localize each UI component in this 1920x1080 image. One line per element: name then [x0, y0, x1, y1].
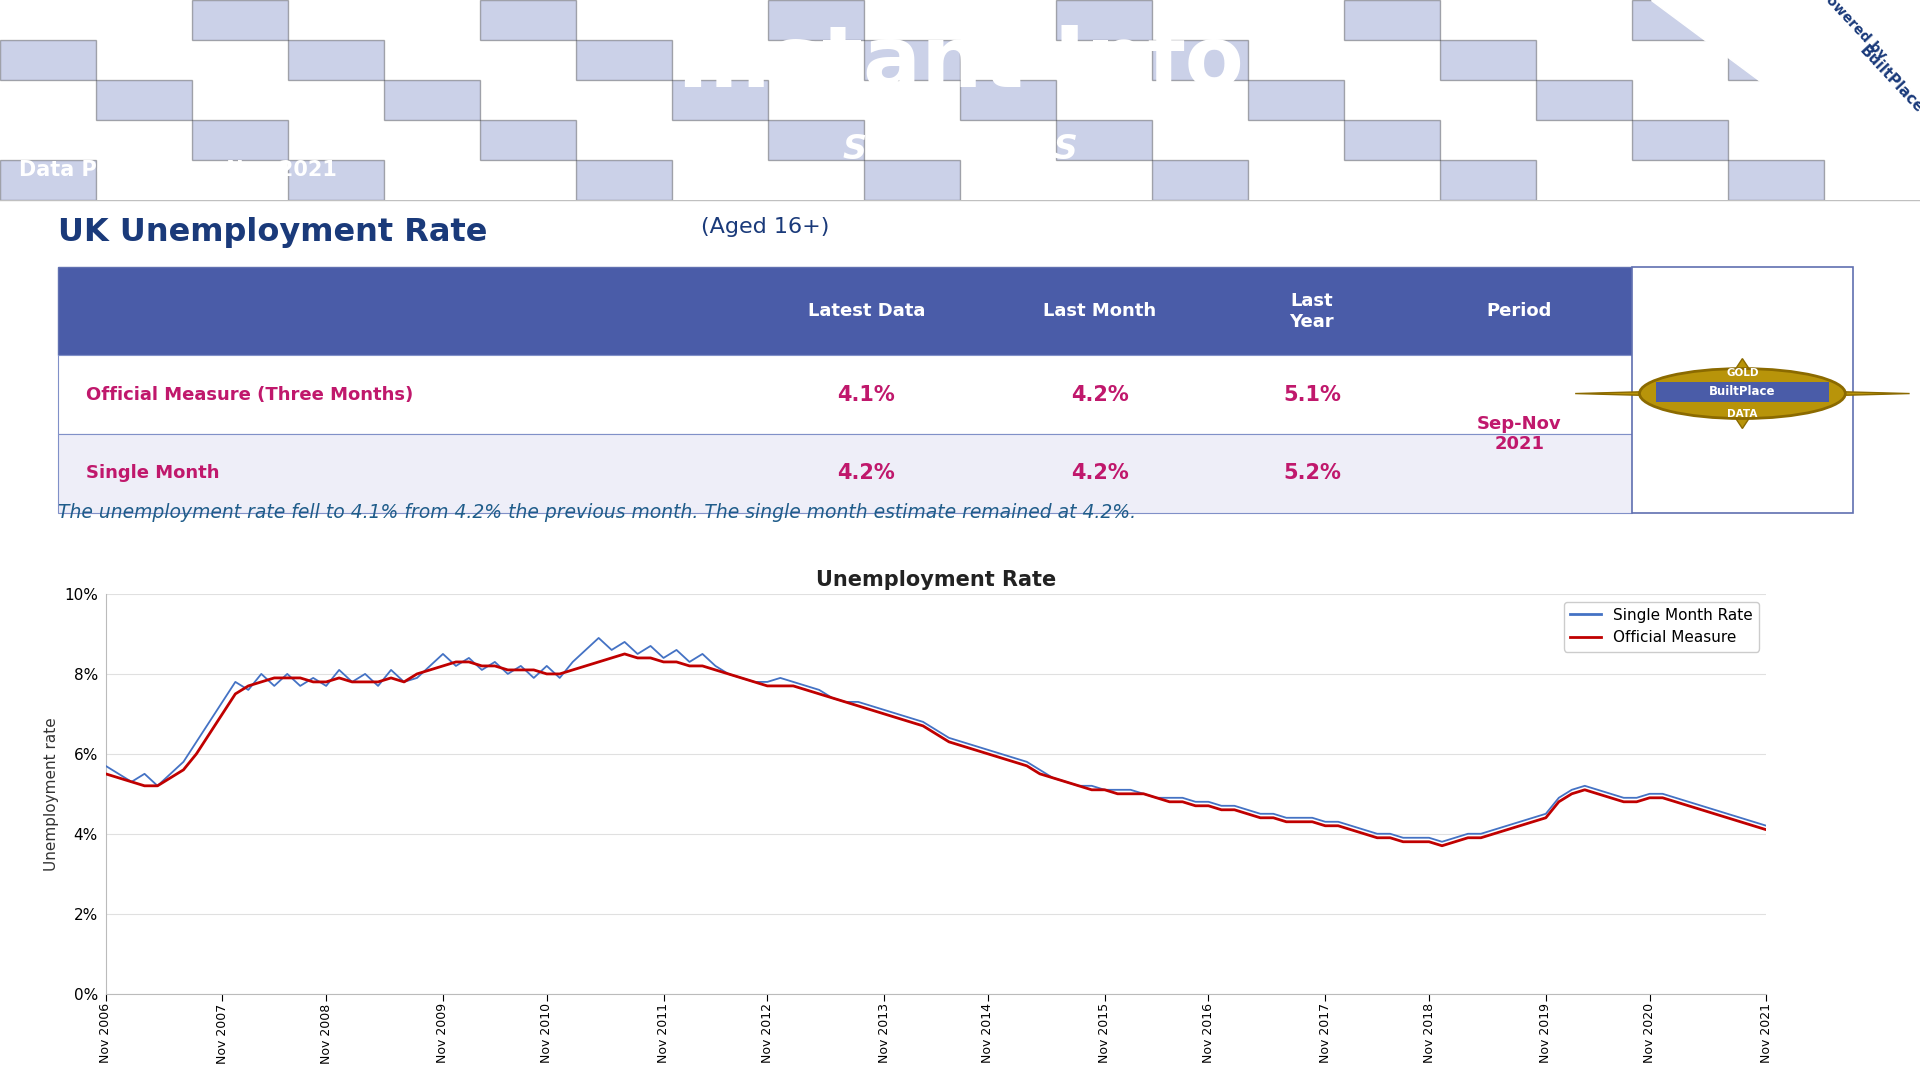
- Single Month Rate: [1430, 835, 1453, 848]
- FancyBboxPatch shape: [864, 160, 960, 200]
- FancyBboxPatch shape: [1728, 40, 1824, 80]
- Text: Period: Period: [1486, 302, 1551, 320]
- FancyBboxPatch shape: [1440, 40, 1536, 80]
- Single Month Rate: [1417, 832, 1440, 845]
- Legend: Single Month Rate, Official Measure: Single Month Rate, Official Measure: [1565, 602, 1759, 651]
- FancyBboxPatch shape: [480, 0, 576, 40]
- FancyBboxPatch shape: [1440, 160, 1536, 200]
- Text: GOLD: GOLD: [1726, 368, 1759, 378]
- FancyBboxPatch shape: [288, 160, 384, 200]
- FancyBboxPatch shape: [1728, 160, 1824, 200]
- Text: Powered by: Powered by: [1816, 0, 1889, 63]
- Single Month Rate: [977, 743, 1000, 756]
- FancyBboxPatch shape: [0, 40, 96, 80]
- FancyBboxPatch shape: [1152, 160, 1248, 200]
- Official Measure: [612, 647, 636, 660]
- Text: Single Month: Single Month: [86, 464, 221, 483]
- Text: DATA: DATA: [1728, 409, 1757, 419]
- Text: UK Unemployment Rate: UK Unemployment Rate: [58, 217, 488, 247]
- Text: BuiltPlace: BuiltPlace: [1709, 384, 1776, 397]
- Official Measure: [977, 747, 1000, 760]
- Text: The unemployment rate fell to 4.1% from 4.2% the previous month. The single mont: The unemployment rate fell to 4.1% from …: [58, 503, 1137, 523]
- Text: Last
Year: Last Year: [1290, 292, 1334, 330]
- FancyBboxPatch shape: [768, 0, 864, 40]
- FancyBboxPatch shape: [288, 40, 384, 80]
- FancyBboxPatch shape: [1344, 0, 1440, 40]
- Official Measure: [549, 667, 572, 680]
- Single Month Rate: [173, 755, 196, 768]
- FancyBboxPatch shape: [864, 40, 960, 80]
- Polygon shape: [1741, 389, 1910, 399]
- FancyBboxPatch shape: [192, 120, 288, 160]
- FancyBboxPatch shape: [1632, 0, 1728, 40]
- Text: Last Month: Last Month: [1043, 302, 1156, 320]
- Official Measure: [1092, 783, 1116, 796]
- FancyBboxPatch shape: [768, 120, 864, 160]
- Ellipse shape: [1640, 368, 1845, 419]
- Polygon shape: [1720, 359, 1766, 393]
- Text: 4.1%: 4.1%: [837, 384, 895, 405]
- FancyBboxPatch shape: [96, 80, 192, 120]
- Single Month Rate: [1092, 783, 1116, 796]
- Single Month Rate: [549, 672, 572, 685]
- FancyBboxPatch shape: [1536, 80, 1632, 120]
- Title: Unemployment Rate: Unemployment Rate: [816, 569, 1056, 590]
- Text: Instant Info: Instant Info: [676, 23, 1244, 106]
- Y-axis label: Unemployment rate: Unemployment rate: [44, 717, 58, 870]
- Single Month Rate: [94, 759, 117, 772]
- FancyBboxPatch shape: [1655, 382, 1828, 402]
- Text: 4.2%: 4.2%: [1071, 384, 1129, 405]
- FancyBboxPatch shape: [58, 434, 1632, 513]
- Official Measure: [173, 764, 196, 777]
- Single Month Rate: [588, 632, 611, 645]
- FancyBboxPatch shape: [1152, 40, 1248, 80]
- Official Measure: [94, 767, 117, 780]
- Text: 18ᵗʰ January 2022: 18ᵗʰ January 2022: [19, 14, 180, 32]
- FancyBboxPatch shape: [192, 0, 288, 40]
- FancyBboxPatch shape: [1056, 0, 1152, 40]
- FancyBboxPatch shape: [1632, 267, 1853, 513]
- FancyBboxPatch shape: [1344, 120, 1440, 160]
- Text: Data Period: Sep-Nov 2021: Data Period: Sep-Nov 2021: [19, 160, 338, 179]
- Official Measure: [1430, 839, 1453, 852]
- Official Measure: [1572, 783, 1596, 796]
- FancyBboxPatch shape: [1248, 80, 1344, 120]
- FancyBboxPatch shape: [58, 267, 1632, 355]
- Official Measure: [1417, 835, 1440, 848]
- FancyBboxPatch shape: [0, 160, 96, 200]
- FancyBboxPatch shape: [1056, 120, 1152, 160]
- Text: (Aged 16+): (Aged 16+): [701, 217, 829, 237]
- FancyBboxPatch shape: [576, 40, 672, 80]
- FancyBboxPatch shape: [480, 120, 576, 160]
- FancyBboxPatch shape: [576, 160, 672, 200]
- Text: 4.2%: 4.2%: [837, 463, 895, 484]
- Official Measure: [1755, 823, 1778, 836]
- Polygon shape: [1651, 0, 1920, 200]
- Text: 5.1%: 5.1%: [1283, 384, 1340, 405]
- Text: Latest Data: Latest Data: [808, 302, 925, 320]
- Text: 5.2%: 5.2%: [1283, 463, 1340, 484]
- Text: Official Measure (Three Months): Official Measure (Three Months): [86, 386, 413, 404]
- FancyBboxPatch shape: [384, 80, 480, 120]
- Text: Source: ONS: Source: ONS: [843, 133, 1077, 166]
- Polygon shape: [1574, 389, 1741, 399]
- Single Month Rate: [1755, 820, 1778, 833]
- Text: Sep-Nov
2021: Sep-Nov 2021: [1476, 415, 1561, 454]
- FancyBboxPatch shape: [672, 80, 768, 120]
- FancyBboxPatch shape: [1632, 120, 1728, 160]
- Line: Official Measure: Official Measure: [106, 653, 1766, 846]
- Polygon shape: [1720, 393, 1766, 429]
- FancyBboxPatch shape: [960, 80, 1056, 120]
- FancyBboxPatch shape: [58, 355, 1632, 434]
- Text: BuiltPlace: BuiltPlace: [1857, 43, 1920, 117]
- Text: 4.2%: 4.2%: [1071, 463, 1129, 484]
- Single Month Rate: [1572, 780, 1596, 793]
- FancyBboxPatch shape: [1824, 80, 1920, 120]
- Line: Single Month Rate: Single Month Rate: [106, 638, 1766, 841]
